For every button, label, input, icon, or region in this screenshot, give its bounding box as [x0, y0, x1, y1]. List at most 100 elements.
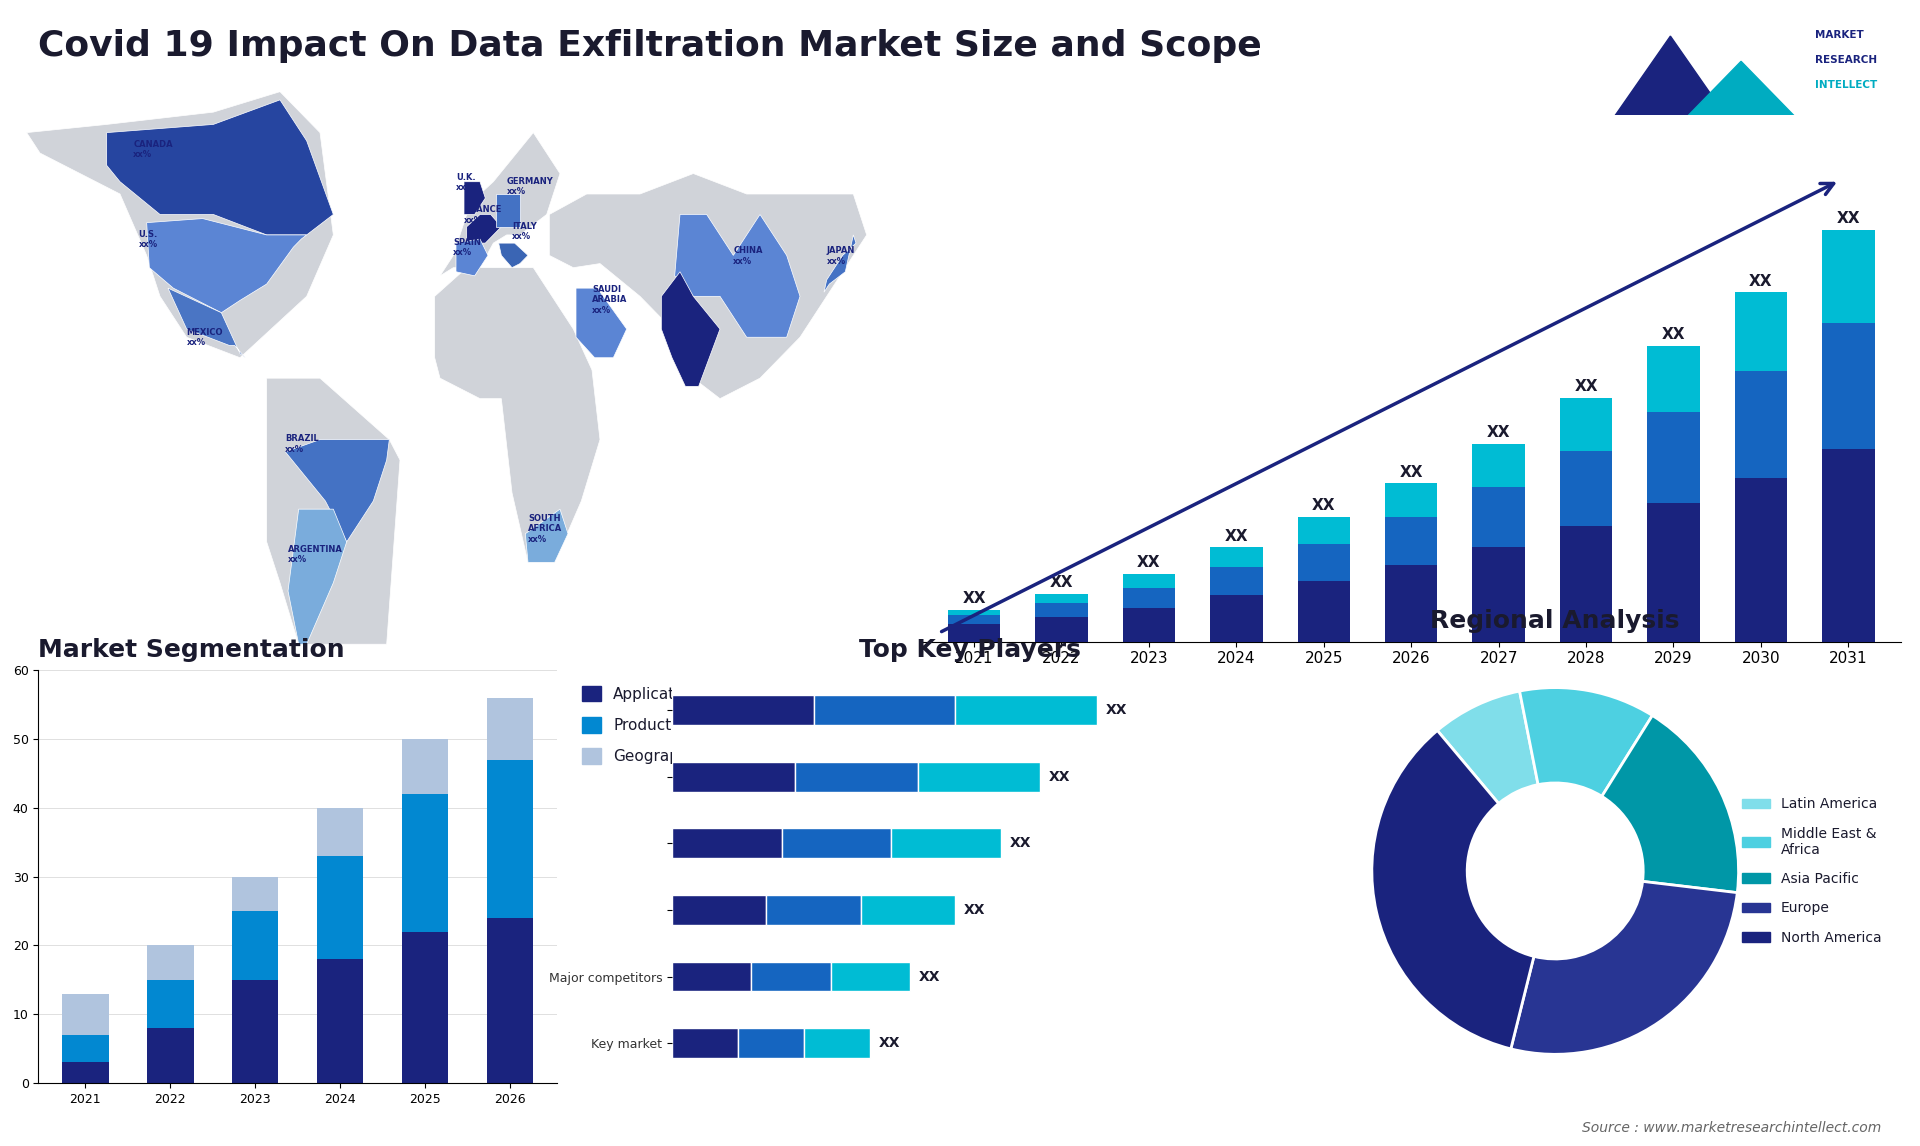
Bar: [672, 829, 781, 858]
Bar: [1822, 449, 1874, 642]
Bar: [1210, 548, 1263, 567]
Bar: [1734, 292, 1788, 371]
Text: ARGENTINA
xx%: ARGENTINA xx%: [288, 545, 344, 564]
Text: GERMANY
xx%: GERMANY xx%: [507, 176, 553, 196]
Text: U.K.
xx%: U.K. xx%: [457, 173, 476, 191]
Text: XX: XX: [1106, 704, 1127, 717]
Bar: [1559, 398, 1613, 452]
Polygon shape: [576, 288, 626, 358]
Wedge shape: [1511, 881, 1738, 1054]
Bar: [814, 696, 956, 725]
Text: XX: XX: [1010, 837, 1031, 850]
Bar: [146, 980, 194, 1028]
Bar: [804, 1028, 870, 1058]
Title: Regional Analysis: Regional Analysis: [1430, 609, 1680, 633]
Bar: [1035, 617, 1089, 642]
Bar: [1822, 323, 1874, 449]
Bar: [1647, 346, 1699, 411]
Polygon shape: [167, 288, 246, 358]
Bar: [860, 895, 956, 925]
Text: CANADA
xx%: CANADA xx%: [132, 140, 173, 159]
Bar: [891, 829, 1000, 858]
Wedge shape: [1373, 730, 1534, 1049]
Text: XX: XX: [1749, 274, 1772, 289]
Bar: [948, 623, 1000, 642]
Bar: [1647, 411, 1699, 503]
Bar: [317, 856, 363, 959]
Polygon shape: [674, 214, 801, 337]
Bar: [61, 1062, 109, 1083]
Text: SPAIN
xx%: SPAIN xx%: [453, 238, 482, 258]
Bar: [1298, 581, 1350, 642]
Bar: [401, 739, 449, 794]
Polygon shape: [1609, 37, 1732, 125]
Polygon shape: [526, 509, 568, 563]
Bar: [1473, 548, 1524, 642]
Text: XX: XX: [1574, 379, 1597, 394]
Bar: [61, 994, 109, 1035]
Polygon shape: [440, 133, 561, 276]
Text: INDIA
xx%: INDIA xx%: [666, 307, 693, 327]
Bar: [1734, 478, 1788, 642]
Legend: Application, Product, Geography: Application, Product, Geography: [574, 678, 707, 772]
Bar: [1473, 444, 1524, 487]
Text: XX: XX: [1837, 211, 1860, 227]
Text: JAPAN
xx%: JAPAN xx%: [828, 246, 854, 266]
Text: MEXICO
xx%: MEXICO xx%: [186, 328, 223, 347]
Text: XX: XX: [1225, 528, 1248, 543]
Bar: [1822, 230, 1874, 323]
Text: BRAZIL
xx%: BRAZIL xx%: [286, 434, 319, 454]
Bar: [1123, 588, 1175, 607]
Bar: [401, 794, 449, 932]
Bar: [317, 808, 363, 856]
Wedge shape: [1601, 715, 1738, 893]
Bar: [672, 895, 766, 925]
Bar: [232, 980, 278, 1083]
Text: XX: XX: [879, 1036, 900, 1050]
Bar: [1559, 526, 1613, 642]
Text: Market Segmentation: Market Segmentation: [38, 637, 346, 661]
Bar: [1035, 594, 1089, 603]
Bar: [1210, 596, 1263, 642]
Bar: [1298, 517, 1350, 543]
Text: RESEARCH: RESEARCH: [1814, 55, 1878, 65]
Text: ITALY
xx%: ITALY xx%: [513, 221, 538, 241]
Text: XX: XX: [1050, 575, 1073, 590]
Bar: [146, 945, 194, 980]
Bar: [317, 959, 363, 1083]
Polygon shape: [146, 219, 307, 313]
Wedge shape: [1519, 688, 1653, 796]
Bar: [486, 918, 534, 1083]
Wedge shape: [1438, 691, 1538, 803]
Polygon shape: [495, 194, 520, 227]
Text: INTELLECT: INTELLECT: [1814, 80, 1878, 91]
Polygon shape: [288, 509, 348, 644]
Bar: [1559, 452, 1613, 526]
Bar: [1210, 567, 1263, 596]
Text: XX: XX: [1048, 770, 1071, 784]
Polygon shape: [549, 173, 866, 399]
Polygon shape: [660, 272, 720, 386]
Bar: [1473, 487, 1524, 548]
Bar: [401, 932, 449, 1083]
Bar: [672, 961, 751, 991]
Bar: [1384, 517, 1438, 565]
Bar: [1123, 574, 1175, 588]
Title: Top Key Players: Top Key Players: [858, 637, 1081, 661]
Bar: [672, 1028, 737, 1058]
Text: FRANCE
xx%: FRANCE xx%: [465, 205, 501, 225]
Bar: [672, 696, 814, 725]
Text: XX: XX: [1661, 328, 1686, 343]
Legend: Latin America, Middle East &
Africa, Asia Pacific, Europe, North America: Latin America, Middle East & Africa, Asi…: [1736, 792, 1887, 950]
Bar: [1647, 503, 1699, 642]
Bar: [1734, 371, 1788, 478]
Bar: [1384, 565, 1438, 642]
Text: XX: XX: [1486, 425, 1511, 440]
Polygon shape: [457, 240, 488, 276]
Text: XX: XX: [1137, 556, 1162, 571]
Text: SAUDI
ARABIA
xx%: SAUDI ARABIA xx%: [591, 285, 628, 315]
Text: Source : www.marketresearchintellect.com: Source : www.marketresearchintellect.com: [1582, 1121, 1882, 1135]
Bar: [1123, 607, 1175, 642]
Polygon shape: [499, 243, 528, 268]
Bar: [672, 762, 795, 792]
